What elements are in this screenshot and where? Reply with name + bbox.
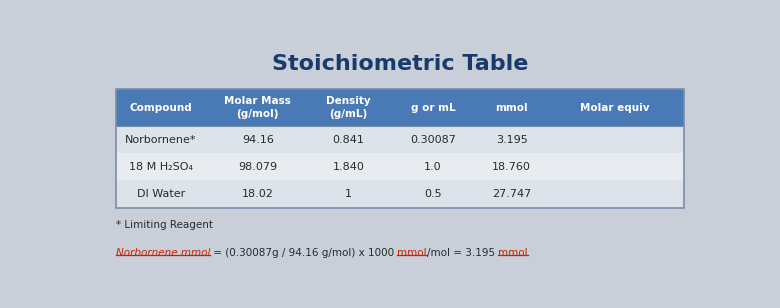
Text: Norbornene*: Norbornene* xyxy=(126,135,197,144)
FancyBboxPatch shape xyxy=(115,126,684,153)
Text: Norbornene mmol: Norbornene mmol xyxy=(115,248,210,258)
Text: 0.5: 0.5 xyxy=(424,189,441,199)
Text: * Limiting Reagent: * Limiting Reagent xyxy=(115,220,213,229)
Text: 18.02: 18.02 xyxy=(242,189,274,199)
Text: 94.16: 94.16 xyxy=(242,135,274,144)
Text: Compound: Compound xyxy=(129,103,193,112)
Text: Density
(g/mL): Density (g/mL) xyxy=(326,96,370,119)
Text: mmol: mmol xyxy=(495,103,528,112)
Text: 18.760: 18.760 xyxy=(492,162,531,172)
Text: 98.079: 98.079 xyxy=(238,162,277,172)
Text: mmol: mmol xyxy=(397,248,427,258)
Text: = (0.30087g / 94.16 g/mol) x 1000: = (0.30087g / 94.16 g/mol) x 1000 xyxy=(210,248,397,258)
Text: mmol: mmol xyxy=(498,248,528,258)
FancyBboxPatch shape xyxy=(115,180,684,208)
Text: Molar equiv: Molar equiv xyxy=(580,103,649,112)
Text: 3.195: 3.195 xyxy=(496,135,527,144)
Text: 1.840: 1.840 xyxy=(332,162,364,172)
Text: 1.0: 1.0 xyxy=(424,162,441,172)
Text: 1: 1 xyxy=(345,189,352,199)
FancyBboxPatch shape xyxy=(115,153,684,180)
FancyBboxPatch shape xyxy=(115,89,684,126)
Text: 0.30087: 0.30087 xyxy=(410,135,456,144)
Text: /mol = 3.195: /mol = 3.195 xyxy=(427,248,498,258)
Text: Stoichiometric Table: Stoichiometric Table xyxy=(271,54,528,74)
Text: g or mL: g or mL xyxy=(411,103,456,112)
Text: 0.841: 0.841 xyxy=(332,135,364,144)
Text: Molar Mass
(g/mol): Molar Mass (g/mol) xyxy=(225,96,291,119)
Text: 18 M H₂SO₄: 18 M H₂SO₄ xyxy=(129,162,193,172)
Text: DI Water: DI Water xyxy=(136,189,185,199)
Text: 27.747: 27.747 xyxy=(492,189,531,199)
